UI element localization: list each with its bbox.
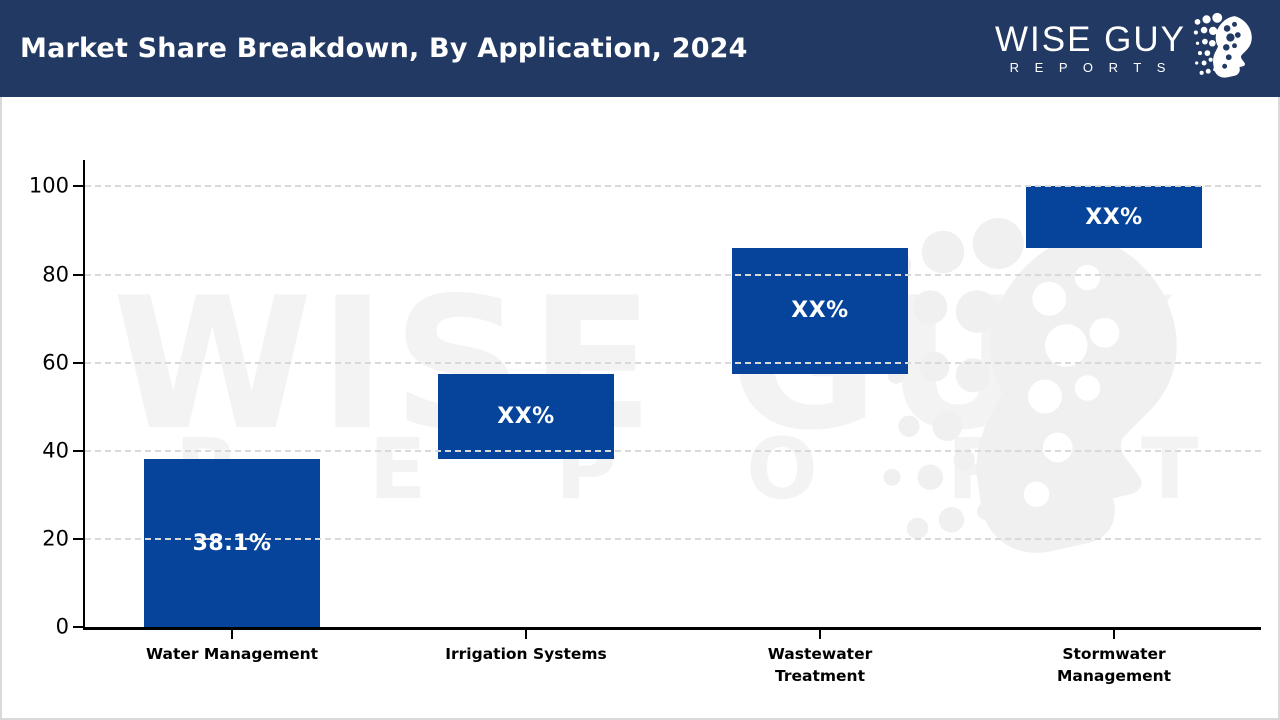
y-tick-mark-0 <box>73 626 83 628</box>
page-title: Market Share Breakdown, By Application, … <box>20 33 748 64</box>
bar-value-label-stormwater-management: XX% <box>1085 204 1143 230</box>
bar-value-label-wastewater-treatment: XX% <box>791 298 849 324</box>
plot-area: 0 20 40 60 80 100 38.1% Water Management XX% Irri… <box>29 160 1261 685</box>
logo-text: WISE GUY R E P O R T S <box>994 20 1186 75</box>
x-tick-mark-wastewater-treatment <box>819 630 821 639</box>
x-tick-mark-stormwater-management <box>1113 630 1115 639</box>
gridline-80 <box>85 273 1261 276</box>
y-tick-mark-60 <box>73 361 83 364</box>
gridline-60 <box>85 361 1261 364</box>
y-tick-label-80: 80 <box>42 262 69 287</box>
x-category-label-irrigation-systems: Irrigation Systems <box>445 645 607 663</box>
logo-subtitle: R E P O R T S <box>1009 59 1172 75</box>
y-tick-mark-40 <box>73 449 83 452</box>
header: Market Share Breakdown, By Application, … <box>0 0 1280 97</box>
bar-stormwater-management: XX% <box>1025 186 1203 249</box>
logo-wordmark: WISE GUY <box>994 20 1186 60</box>
gridline-20 <box>85 537 1261 540</box>
y-tick-label-40: 40 <box>42 438 69 463</box>
logo: WISE GUY R E P O R T S <box>995 12 1256 86</box>
x-tick-mark-irrigation-systems <box>525 630 527 639</box>
bar-irrigation-systems: XX% <box>437 373 615 460</box>
y-tick-mark-20 <box>73 537 83 540</box>
y-tick-mark-100 <box>73 185 83 188</box>
x-category-label-water-management: Water Management <box>145 645 319 663</box>
y-tick-label-60: 60 <box>42 350 69 375</box>
y-tick-mark-80 <box>73 273 83 276</box>
bar-value-label-water-management: 38.1% <box>192 530 272 556</box>
y-tick-label-100: 100 <box>28 173 69 198</box>
x-tick-mark-water-management <box>231 630 233 639</box>
logo-head-icon <box>1193 12 1252 78</box>
gridline-100 <box>85 185 1261 188</box>
gridline-40 <box>85 449 1261 452</box>
x-category-label-wastewater-treatment: Wastewater Treatment <box>767 645 873 685</box>
y-tick-label-0: 0 <box>55 614 69 639</box>
bar-value-label-irrigation-systems: XX% <box>497 403 555 429</box>
y-tick-label-20: 20 <box>42 526 69 551</box>
bar-water-management: 38.1% <box>143 459 321 627</box>
bar-wastewater-treatment: XX% <box>731 248 909 374</box>
watermark-head-icon <box>877 218 1177 553</box>
x-category-label-stormwater-management: Stormwater Management <box>1056 645 1172 685</box>
